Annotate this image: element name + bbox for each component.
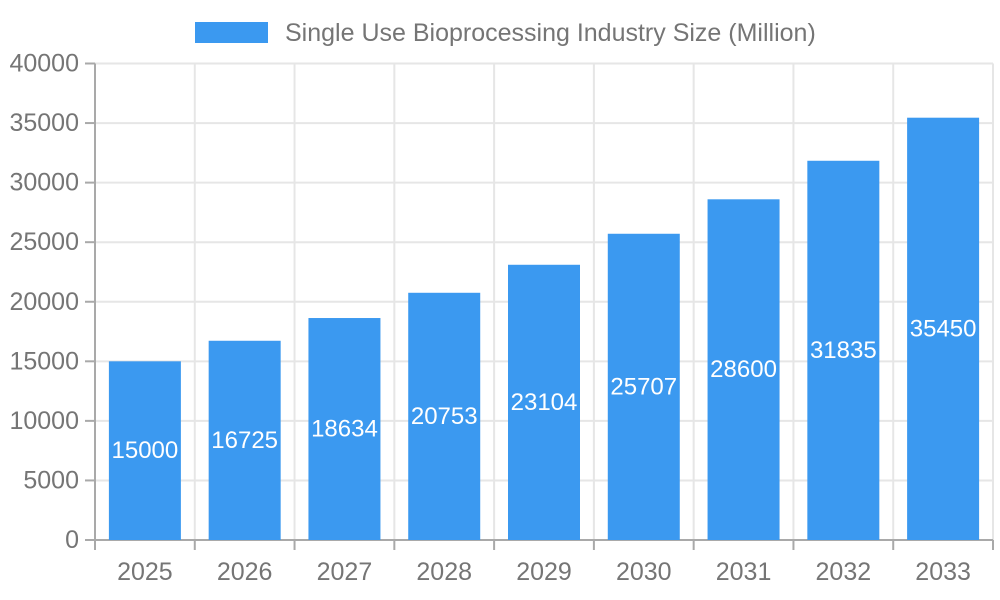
y-tick-label: 40000: [9, 50, 79, 78]
x-tick-label: 2025: [117, 558, 173, 586]
y-tick-label: 0: [65, 526, 79, 554]
plot-area: 0 5000 10000 15000 20000 25000 30000 35000 40000…: [9, 50, 994, 586]
x-tick-label: 2031: [716, 558, 772, 586]
y-tick-label: 10000: [9, 407, 79, 435]
x-tick-label: 2030: [616, 558, 672, 586]
bar-value-label: 28600: [710, 356, 777, 383]
bar-2025[interactable]: [108, 361, 181, 540]
y-tick-label: 35000: [9, 109, 79, 137]
bar-value-label: 31835: [810, 337, 877, 364]
x-tick-label: 2032: [816, 558, 872, 586]
y-tick-label: 25000: [9, 228, 79, 256]
x-tick-label: 2033: [915, 558, 971, 586]
legend-label[interactable]: Single Use Bioprocessing Industry Size (…: [285, 19, 816, 47]
x-tick-label: 2027: [317, 558, 373, 586]
bar-2032[interactable]: [807, 160, 880, 540]
bar-2028[interactable]: [408, 292, 481, 540]
bar-value-label: 18634: [311, 416, 378, 443]
bar-value-label: 23104: [511, 389, 578, 416]
bar-2030[interactable]: [607, 233, 680, 540]
bar-2027[interactable]: [308, 318, 381, 540]
legend-swatch[interactable]: [195, 22, 268, 43]
bar-2029[interactable]: [508, 264, 580, 540]
bar-value-label: 16725: [211, 427, 278, 454]
y-tick-label: 5000: [23, 466, 79, 494]
bar-value-label: 25707: [610, 373, 677, 400]
bar-2026[interactable]: [208, 340, 281, 540]
x-tick-label: 2026: [217, 558, 273, 586]
y-tick-label: 30000: [9, 169, 79, 197]
x-tick-label: 2029: [516, 558, 572, 586]
bar-2033[interactable]: [907, 117, 980, 540]
x-tick-label: 2028: [416, 558, 472, 586]
y-tick-label: 15000: [9, 347, 79, 375]
bar-value-label: 15000: [112, 437, 179, 464]
bar-value-label: 20753: [411, 403, 478, 430]
chart-legend[interactable]: Single Use Bioprocessing Industry Size (…: [195, 19, 816, 47]
y-tick-label: 20000: [9, 288, 79, 316]
bar-value-label: 35450: [910, 315, 977, 342]
bar-2031[interactable]: [707, 199, 780, 541]
